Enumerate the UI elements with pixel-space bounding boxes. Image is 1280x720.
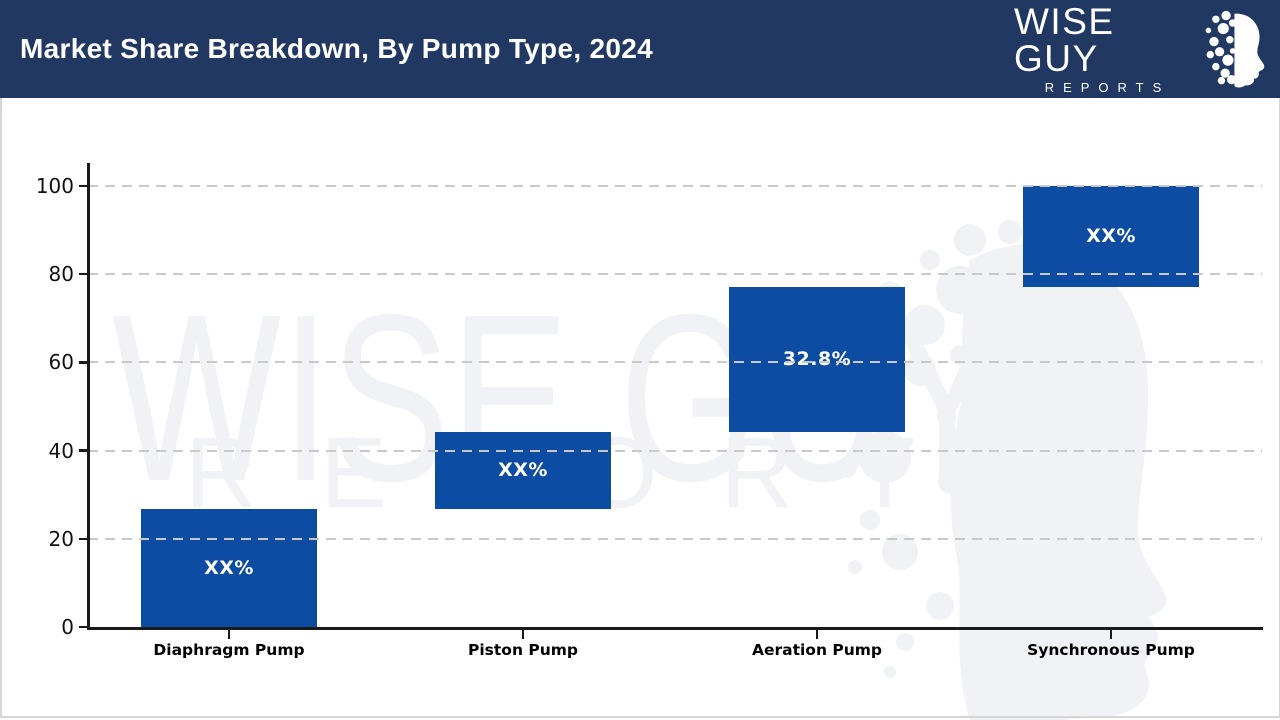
y-tick-label-20: 20 xyxy=(48,526,74,551)
y-tick-80 xyxy=(79,272,88,276)
y-tick-label-40: 40 xyxy=(48,438,74,463)
y-tick-60 xyxy=(79,361,88,364)
frame-edge-bottom xyxy=(0,716,1280,718)
x-category-label: Aeration Pump xyxy=(751,641,883,659)
bar-aeration-pump: 32.8% xyxy=(729,286,905,432)
y-tick-label-60: 60 xyxy=(48,350,74,375)
page-title: Market Share Breakdown, By Pump Type, 20… xyxy=(20,33,653,64)
y-tick-20 xyxy=(79,537,88,541)
x-tick-3 xyxy=(815,629,819,639)
bar-value-label: XX% xyxy=(1086,225,1136,248)
y-tick-label-80: 80 xyxy=(48,262,74,287)
bar-piston-pump: XX% xyxy=(435,431,611,509)
brand-head-icon xyxy=(1205,10,1265,88)
header-bar: Market Share Breakdown, By Pump Type, 20… xyxy=(0,0,1280,98)
x-tick-1 xyxy=(227,629,231,639)
y-tick-100 xyxy=(79,184,88,188)
x-tick-2 xyxy=(521,629,525,639)
y-tick-label-100: 100 xyxy=(35,174,74,198)
bar-synchronous-pump: XX% xyxy=(1023,186,1199,287)
frame-edge-left xyxy=(0,98,2,717)
x-axis-line xyxy=(87,627,1263,630)
gridline-y20 xyxy=(88,537,1262,540)
y-axis-line xyxy=(87,163,90,629)
gridline-y100 xyxy=(88,185,1262,187)
bar-value-label: 32.8% xyxy=(782,348,852,371)
bar-diaphragm-pump: XX% xyxy=(141,508,317,627)
x-category-label: Diaphragm Pump xyxy=(153,641,305,659)
gridline-y80 xyxy=(88,273,1262,276)
gridline-y60 xyxy=(88,361,1262,364)
y-tick-0 xyxy=(79,625,88,629)
brand-logo-text: WISE GUY REPORTS xyxy=(1014,3,1197,95)
bar-value-label: XX% xyxy=(204,556,254,579)
frame-edge-right xyxy=(1278,98,1280,717)
gridline-y40 xyxy=(88,449,1262,452)
y-tick-40 xyxy=(79,449,88,452)
x-category-label: Piston Pump xyxy=(467,641,579,659)
brand-name: WISE GUY xyxy=(1014,1,1115,79)
y-tick-label-0: 0 xyxy=(61,615,74,639)
x-tick-4 xyxy=(1109,629,1113,639)
brand-subname: REPORTS xyxy=(1044,80,1171,95)
bar-value-label: XX% xyxy=(498,459,548,482)
brand-logo: WISE GUY REPORTS xyxy=(1014,3,1266,95)
x-category-label: Synchronous Pump xyxy=(1027,641,1195,659)
